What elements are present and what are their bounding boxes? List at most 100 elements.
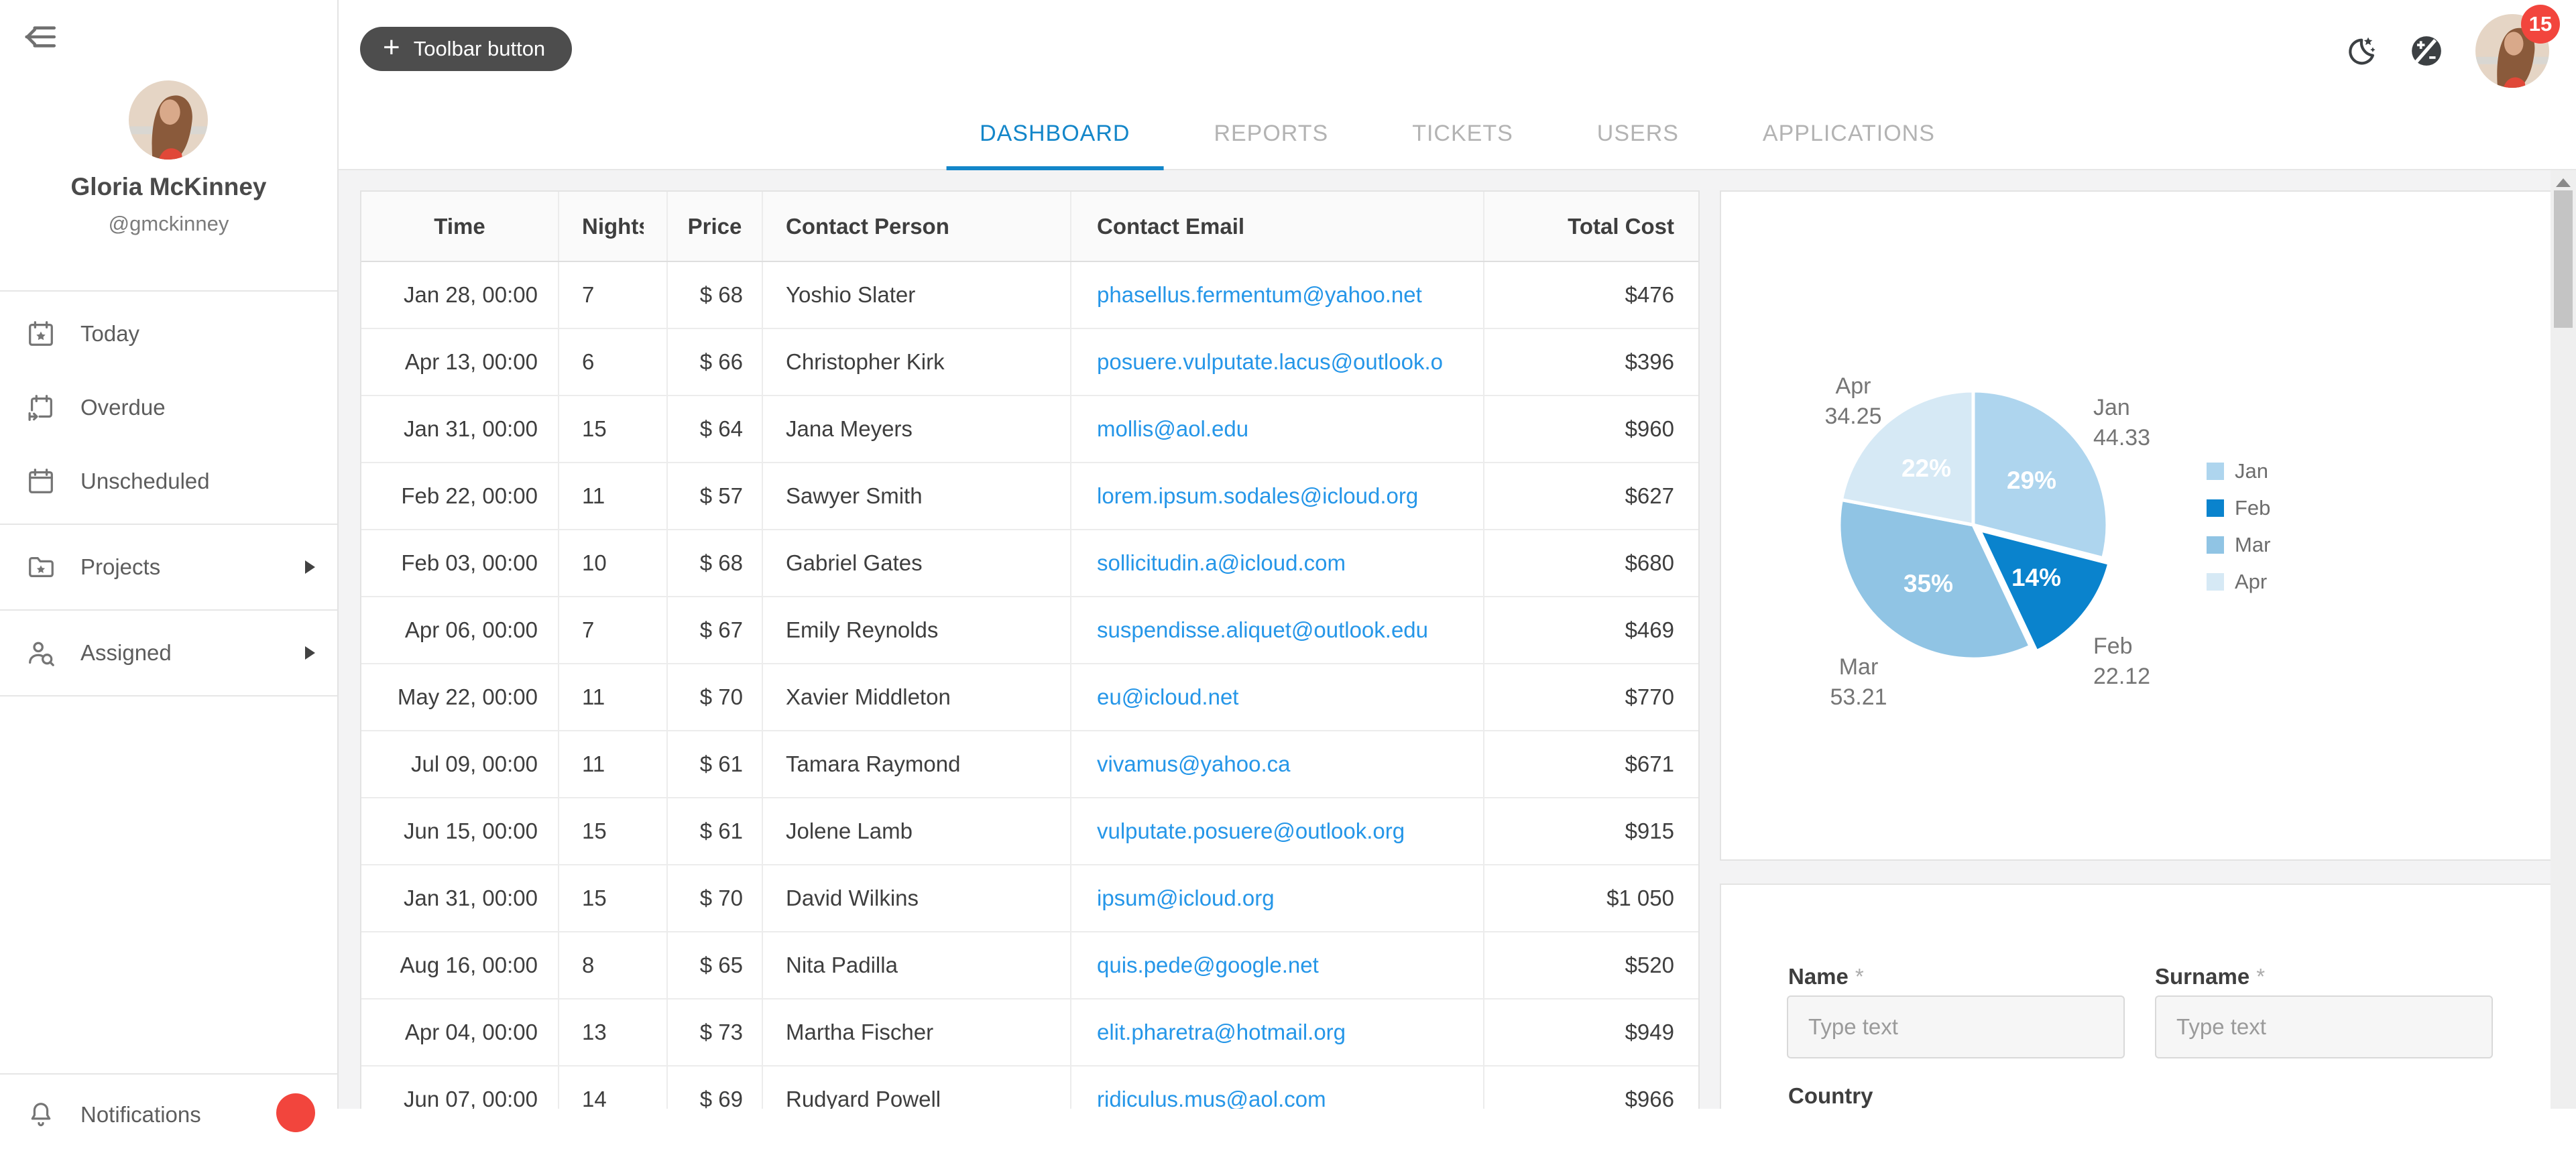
table-row[interactable]: Feb 03, 00:00 10 $ 68 Gabriel Gates soll…	[361, 530, 1698, 597]
user-menu-button[interactable]: 15	[2475, 5, 2560, 88]
legend-label: Mar	[2235, 533, 2271, 556]
pie-slice-mar[interactable]	[1837, 498, 2032, 661]
legend-label: Feb	[2235, 496, 2271, 520]
email-link[interactable]: mollis@aol.edu	[1097, 416, 1249, 441]
chevron-right-icon	[305, 560, 315, 574]
legend-item-jan[interactable]: Jan	[2207, 459, 2270, 483]
email-link[interactable]: eu@icloud.net	[1097, 684, 1239, 709]
table-row[interactable]: Jan 31, 00:00 15 $ 64 Jana Meyers mollis…	[361, 396, 1698, 463]
contrast-theme-button[interactable]	[2410, 34, 2443, 68]
sidebar-item-assigned[interactable]: Assigned	[0, 616, 337, 690]
surname-field[interactable]	[2155, 995, 2493, 1058]
tab-tickets[interactable]: TICKETS	[1412, 120, 1513, 146]
pie-legend: Jan Feb Mar Apr	[2207, 459, 2271, 610]
cell-time: Jun 07, 00:00	[361, 1066, 559, 1109]
tab-dashboard[interactable]: DASHBOARD	[946, 101, 1164, 170]
cell-contact-email: vivamus@yahoo.ca	[1071, 731, 1484, 798]
table-row[interactable]: Jan 28, 00:00 7 $ 68 Yoshio Slater phase…	[361, 261, 1698, 329]
profile-name: Gloria McKinney	[70, 173, 267, 200]
email-link[interactable]: suspendisse.aliquet@outlook.edu	[1097, 617, 1429, 642]
sidebar-item-label: Notifications	[80, 1102, 201, 1127]
name-field[interactable]	[1787, 995, 2125, 1058]
bell-icon	[25, 1099, 56, 1130]
table-row[interactable]: Jun 15, 00:00 15 $ 61 Jolene Lamb vulput…	[361, 798, 1698, 865]
legend-swatch	[2207, 463, 2224, 480]
scrollbar-thumb[interactable]	[2554, 190, 2573, 328]
sidebar-item-label: Assigned	[80, 640, 172, 665]
cell-contact-person: Christopher Kirk	[762, 328, 1071, 396]
table-row[interactable]: May 22, 00:00 11 $ 70 Xavier Middleton e…	[361, 664, 1698, 731]
vertical-scrollbar[interactable]	[2551, 170, 2576, 1109]
column-header-total-cost[interactable]: Total Cost	[1484, 192, 1698, 262]
email-link[interactable]: vivamus@yahoo.ca	[1097, 751, 1291, 776]
email-link[interactable]: elit.pharetra@hotmail.org	[1097, 1020, 1346, 1044]
column-header-time[interactable]: Time	[361, 192, 559, 262]
sidebar-item-notifications[interactable]: Notifications	[0, 1073, 337, 1155]
pie-slice-feb[interactable]	[1977, 528, 2111, 654]
cell-time: Jan 31, 00:00	[361, 396, 559, 463]
cell-total-cost: $627	[1484, 463, 1698, 530]
dark-mode-button[interactable]	[2344, 34, 2378, 68]
scroll-up-arrow-icon[interactable]	[2556, 178, 2571, 187]
tab-reports[interactable]: REPORTS	[1214, 120, 1329, 146]
cell-price: $ 68	[667, 530, 763, 597]
email-link[interactable]: vulputate.posuere@outlook.org	[1097, 818, 1405, 843]
cell-contact-person: David Wilkins	[762, 865, 1071, 932]
cell-time: Feb 03, 00:00	[361, 530, 559, 597]
pie-outer-label-mar: Mar 53.21	[1830, 654, 1887, 710]
sidebar-divider	[0, 609, 337, 611]
column-header-nights[interactable]: Nights	[559, 192, 668, 262]
sidebar-item-overdue[interactable]: Overdue	[0, 371, 337, 444]
cell-contact-email: suspendisse.aliquet@outlook.edu	[1071, 597, 1484, 664]
email-link[interactable]: ridiculus.mus@aol.com	[1097, 1087, 1326, 1109]
pie-outer-label-jan: Jan 44.33	[2093, 395, 2151, 450]
tab-applications[interactable]: APPLICATIONS	[1762, 120, 1935, 146]
cell-contact-person: Martha Fischer	[762, 999, 1071, 1067]
email-link[interactable]: quis.pede@google.net	[1097, 953, 1319, 977]
cell-price: $ 69	[667, 1066, 763, 1109]
table-row[interactable]: Apr 06, 00:00 7 $ 67 Emily Reynolds susp…	[361, 597, 1698, 664]
sidebar-divider	[0, 524, 337, 525]
pie-percent-feb: 14%	[2011, 564, 2061, 591]
table-row[interactable]: Jan 31, 00:00 15 $ 70 David Wilkins ipsu…	[361, 865, 1698, 932]
table-row[interactable]: Feb 22, 00:00 11 $ 57 Sawyer Smith lorem…	[361, 463, 1698, 530]
pie-slice-jan[interactable]	[1971, 389, 2109, 560]
cell-nights: 6	[559, 328, 668, 396]
cell-total-cost: $396	[1484, 328, 1698, 396]
email-link[interactable]: ipsum@icloud.org	[1097, 886, 1275, 910]
column-header-contact-email[interactable]: Contact Email	[1071, 192, 1484, 262]
legend-item-mar[interactable]: Mar	[2207, 533, 2271, 556]
column-header-contact-person[interactable]: Contact Person	[762, 192, 1071, 262]
profile-avatar	[129, 80, 208, 160]
table-row[interactable]: Jun 07, 00:00 14 $ 69 Rudyard Powell rid…	[361, 1066, 1698, 1109]
cell-contact-person: Xavier Middleton	[762, 664, 1071, 731]
toolbar-button[interactable]: + Toolbar button	[360, 27, 573, 71]
email-link[interactable]: phasellus.fermentum@yahoo.net	[1097, 282, 1422, 307]
dashboard-content: Time Nights Price Contact Person Contact…	[339, 170, 2576, 1109]
email-link[interactable]: lorem.ipsum.sodales@icloud.org	[1097, 483, 1419, 508]
column-header-price[interactable]: Price	[667, 192, 763, 262]
tab-users[interactable]: USERS	[1596, 120, 1679, 146]
cell-nights: 8	[559, 932, 668, 999]
email-link[interactable]: posuere.vulputate.lacus@outlook.o	[1097, 349, 1443, 374]
sidebar-item-label: Overdue	[80, 395, 166, 420]
topbar-actions: 15	[2344, 5, 2560, 93]
table-row[interactable]: Aug 16, 00:00 8 $ 65 Nita Padilla quis.p…	[361, 932, 1698, 999]
legend-item-feb[interactable]: Feb	[2207, 496, 2271, 520]
cell-nights: 10	[559, 530, 668, 597]
table-row[interactable]: Jul 09, 00:00 11 $ 61 Tamara Raymond viv…	[361, 731, 1698, 798]
table-row[interactable]: Apr 04, 00:00 13 $ 73 Martha Fischer eli…	[361, 999, 1698, 1067]
table-row[interactable]: Apr 13, 00:00 6 $ 66 Christopher Kirk po…	[361, 328, 1698, 396]
sidebar-item-unscheduled[interactable]: Unscheduled	[0, 444, 337, 518]
email-link[interactable]: sollicitudin.a@icloud.com	[1097, 550, 1346, 575]
cell-time: May 22, 00:00	[361, 664, 559, 731]
sidebar-item-projects[interactable]: Projects	[0, 530, 337, 604]
legend-swatch	[2207, 499, 2224, 517]
pie-slice-apr[interactable]	[1840, 389, 1975, 527]
sidebar-item-today[interactable]: Today	[0, 297, 337, 371]
contrast-icon	[2410, 36, 2443, 70]
collapse-sidebar-button[interactable]	[20, 17, 59, 56]
cell-contact-person: Yoshio Slater	[762, 261, 1071, 329]
surname-field-label: Surname *	[2155, 964, 2266, 989]
legend-item-apr[interactable]: Apr	[2207, 570, 2270, 593]
